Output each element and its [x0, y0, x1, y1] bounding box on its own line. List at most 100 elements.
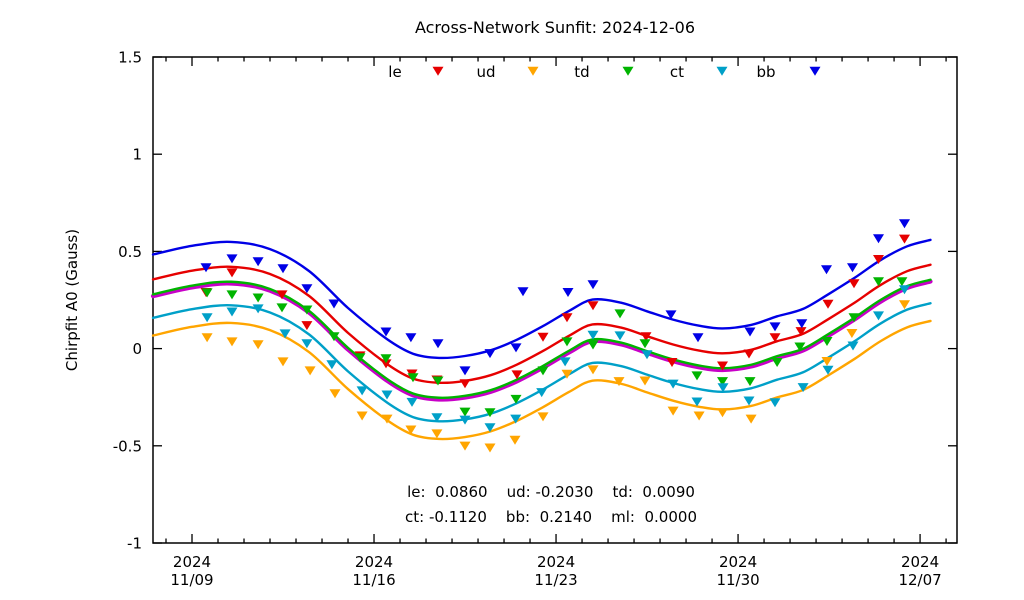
legend-marker-td-triangle-down-icon: [622, 66, 634, 76]
point-td-triangle-down-icon: [459, 407, 471, 417]
point-ud-triangle-down-icon: [639, 376, 651, 386]
point-ud-triangle-down-icon: [509, 435, 521, 445]
point-le-triangle-down-icon: [276, 290, 288, 300]
legend-label-td: td: [574, 63, 589, 81]
axes: [152, 56, 958, 544]
legend-label-ud: ud: [476, 63, 495, 81]
point-ct-triangle-down-icon: [510, 414, 522, 424]
point-td-triangle-down-icon: [873, 277, 884, 287]
legend-label-bb: bb: [756, 63, 775, 81]
point-ud-triangle-down-icon: [587, 365, 599, 375]
point-bb-triangle-down-icon: [252, 257, 264, 267]
point-le-triangle-down-icon: [587, 301, 599, 311]
point-le-triangle-down-icon: [795, 327, 807, 337]
point-bb-triangle-down-icon: [459, 366, 471, 376]
point-ud-triangle-down-icon: [252, 340, 264, 350]
point-ud-triangle-down-icon: [846, 329, 858, 338]
curve-ml-mean: [150, 279, 933, 402]
point-td-triangle-down-icon: [717, 377, 728, 387]
fit-curves: [150, 238, 933, 441]
legend-item-ud: ud: [476, 63, 539, 81]
point-ud-triangle-down-icon: [693, 411, 705, 421]
point-td-triangle-down-icon: [432, 376, 444, 386]
point-td-triangle-down-icon: [301, 305, 313, 315]
point-bb-triangle-down-icon: [484, 349, 496, 359]
legend-marker-ct-triangle-down-icon: [716, 66, 728, 76]
point-td-triangle-down-icon: [771, 358, 783, 367]
x-tick-label-year: 2024: [537, 553, 575, 571]
x-tick-label-year: 2024: [719, 553, 757, 571]
y-tick-label: 0.5: [118, 243, 142, 261]
point-ct-triangle-down-icon: [587, 330, 599, 340]
point-le-triangle-down-icon: [873, 255, 884, 264]
fit-stats: le: 0.0860 ud: -0.2030 td: 0.0090 ct: -0.…: [405, 483, 697, 526]
point-td-triangle-down-icon: [639, 339, 651, 349]
y-axis-label: Chirpfit A0 (Gauss): [63, 229, 81, 371]
point-bb-triangle-down-icon: [517, 287, 529, 297]
point-le-triangle-down-icon: [899, 234, 910, 244]
point-bb-triangle-down-icon: [796, 319, 808, 329]
point-td-triangle-down-icon: [380, 354, 392, 364]
legend-label-le: le: [388, 63, 401, 81]
point-td-triangle-down-icon: [561, 337, 573, 347]
points-ct: [201, 285, 910, 433]
point-le-triangle-down-icon: [226, 268, 238, 278]
point-le-triangle-down-icon: [301, 321, 313, 331]
x-tick-label-year: 2024: [173, 553, 211, 571]
point-le-triangle-down-icon: [561, 313, 573, 323]
point-ct-triangle-down-icon: [717, 383, 729, 393]
point-bb-triangle-down-icon: [200, 263, 212, 273]
point-ud-triangle-down-icon: [329, 389, 341, 399]
point-le-triangle-down-icon: [822, 299, 834, 309]
point-ud-triangle-down-icon: [537, 412, 549, 422]
point-le-triangle-down-icon: [717, 361, 728, 371]
point-ct-triangle-down-icon: [691, 397, 703, 407]
stats-line-1: le: 0.0860 ud: -0.2030 td: 0.0090: [407, 483, 695, 501]
point-td-triangle-down-icon: [201, 288, 213, 298]
point-td-triangle-down-icon: [226, 290, 238, 300]
point-le-triangle-down-icon: [848, 279, 860, 289]
point-td-triangle-down-icon: [848, 313, 860, 323]
point-bb-triangle-down-icon: [226, 254, 238, 264]
point-ct-triangle-down-icon: [536, 388, 548, 398]
point-ct-triangle-down-icon: [559, 357, 571, 367]
x-tick-label-date: 11/23: [534, 571, 577, 589]
legend-item-ct: ct: [670, 63, 728, 81]
point-ct-triangle-down-icon: [381, 390, 393, 400]
point-ct-triangle-down-icon: [769, 398, 781, 408]
point-ud-triangle-down-icon: [717, 408, 728, 418]
point-td-triangle-down-icon: [691, 371, 703, 381]
point-ct-triangle-down-icon: [822, 365, 834, 375]
point-td-triangle-down-icon: [252, 293, 264, 303]
point-bb-triangle-down-icon: [432, 339, 444, 349]
point-bb-triangle-down-icon: [744, 327, 756, 337]
point-td-triangle-down-icon: [587, 340, 599, 350]
point-td-triangle-down-icon: [744, 377, 756, 387]
points-td: [201, 277, 908, 418]
legend-item-td: td: [574, 63, 634, 81]
y-tick-label: 0: [132, 340, 142, 358]
point-ct-triangle-down-icon: [899, 285, 910, 295]
point-bb-triangle-down-icon: [692, 333, 704, 343]
point-ct-triangle-down-icon: [797, 383, 809, 393]
point-ud-triangle-down-icon: [667, 406, 679, 416]
point-bb-triangle-down-icon: [301, 284, 313, 294]
point-ct-triangle-down-icon: [301, 339, 313, 349]
curve-ct: [151, 302, 932, 423]
point-td-triangle-down-icon: [537, 366, 549, 376]
point-le-triangle-down-icon: [769, 333, 781, 343]
point-ud-triangle-down-icon: [226, 337, 238, 347]
point-bb-triangle-down-icon: [277, 264, 289, 274]
point-ct-triangle-down-icon: [201, 313, 213, 323]
point-td-triangle-down-icon: [354, 353, 366, 363]
legend-marker-bb-triangle-down-icon: [809, 66, 821, 76]
point-td-triangle-down-icon: [328, 332, 340, 342]
curve-le: [151, 263, 932, 385]
point-ud-triangle-down-icon: [484, 443, 496, 453]
y-tick-label: -1: [127, 535, 142, 553]
point-ud-triangle-down-icon: [356, 411, 368, 421]
x-tick-label-date: 12/07: [898, 571, 941, 589]
point-ct-triangle-down-icon: [279, 329, 291, 339]
point-ud-triangle-down-icon: [405, 425, 417, 435]
